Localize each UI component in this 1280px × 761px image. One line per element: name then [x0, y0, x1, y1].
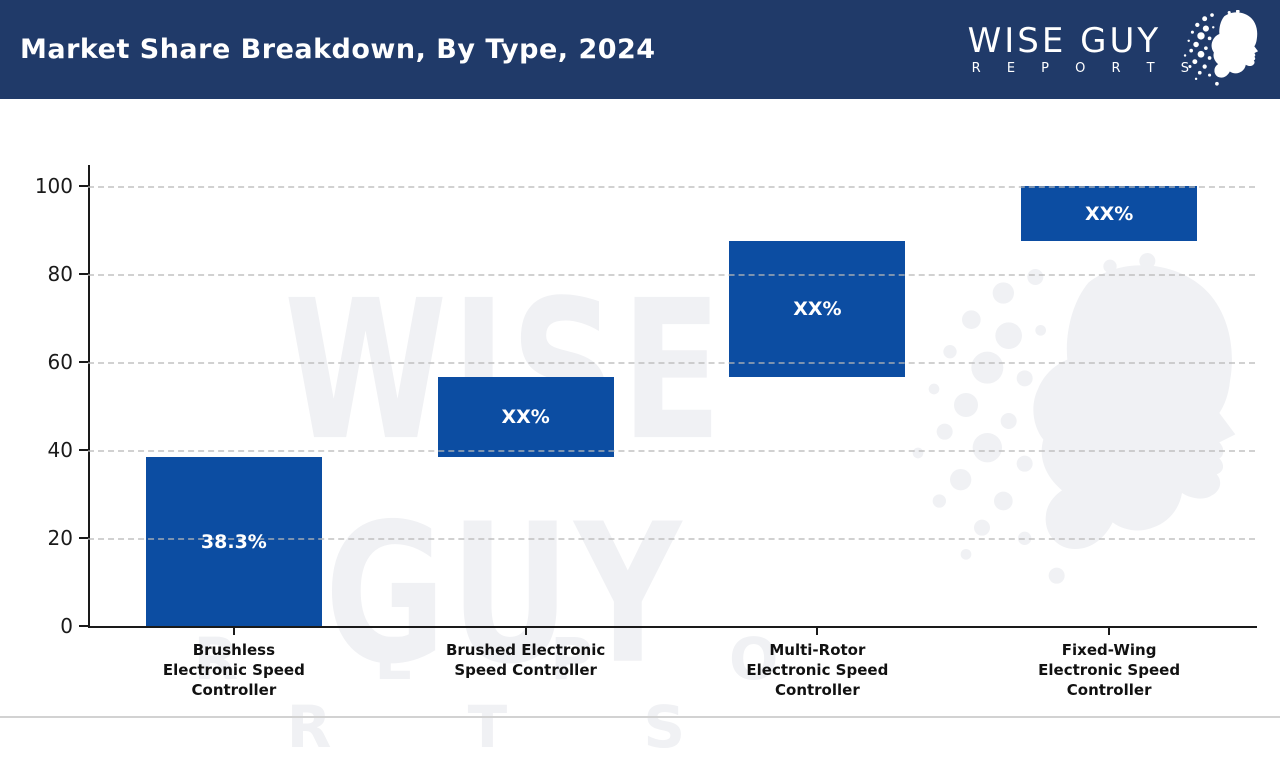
- brand-subtitle: R E P O R T S: [971, 60, 1200, 76]
- brand-wordmark: WISE GUY R E P O R T S: [968, 24, 1200, 76]
- y-tick-mark-100: [79, 185, 88, 187]
- chart-canvas: WISE GUY R E P O R T S 0 20 40 60 80 100 38.3%…: [0, 99, 1280, 761]
- y-tick-mark-80: [79, 273, 88, 275]
- x-category-label-4: Fixed-Wing Electronic Speed Controller: [1038, 641, 1181, 699]
- bar-segment-3: [729, 241, 906, 378]
- y-tick-label-20: 20: [47, 526, 73, 550]
- gridline-60: [88, 362, 1255, 364]
- y-tick-mark-0: [79, 625, 88, 627]
- y-tick-mark-60: [79, 361, 88, 363]
- watermark-head-icon: [870, 219, 1270, 639]
- gridline-80: [88, 274, 1255, 276]
- x-axis-line: [88, 626, 1257, 628]
- bar-value-label-2: XX%: [501, 406, 550, 429]
- x-tick-mark-4: [1108, 626, 1111, 635]
- y-tick-label-0: 0: [60, 614, 73, 638]
- y-tick-mark-40: [79, 449, 88, 451]
- y-tick-label-40: 40: [47, 438, 73, 462]
- header: Market Share Breakdown, By Type, 2024 WI…: [0, 0, 1280, 99]
- x-tick-mark-2: [524, 626, 527, 635]
- x-tick-mark-1: [232, 626, 235, 635]
- gridline-100: [88, 186, 1255, 188]
- brand-name: WISE GUY: [967, 20, 1162, 61]
- y-axis-line: [88, 165, 90, 628]
- gridline-20: [88, 538, 1255, 540]
- bottom-divider: [0, 716, 1280, 718]
- x-category-label-3: Multi-Rotor Electronic Speed Controller: [746, 641, 889, 699]
- x-tick-mark-3: [816, 626, 819, 635]
- bar-segment-4: [1021, 186, 1198, 241]
- y-tick-mark-20: [79, 537, 88, 539]
- x-category-label-1: Brushless Electronic Speed Controller: [162, 641, 305, 699]
- bar-value-label-1: 38.3%: [200, 530, 267, 553]
- brand-logo: WISE GUY R E P O R T S: [968, 10, 1266, 90]
- bar-segment-1: [145, 457, 322, 626]
- y-tick-label-80: 80: [47, 262, 73, 286]
- x-category-label-2: Brushed Electronic Speed Controller: [445, 641, 606, 679]
- bar-segment-2: [437, 377, 614, 458]
- gridline-40: [88, 450, 1255, 452]
- page-title: Market Share Breakdown, By Type, 2024: [20, 34, 656, 65]
- bar-value-label-3: XX%: [793, 298, 842, 321]
- y-tick-label-100: 100: [34, 174, 73, 198]
- bar-value-label-4: XX%: [1084, 202, 1134, 225]
- y-tick-label-60: 60: [47, 350, 73, 374]
